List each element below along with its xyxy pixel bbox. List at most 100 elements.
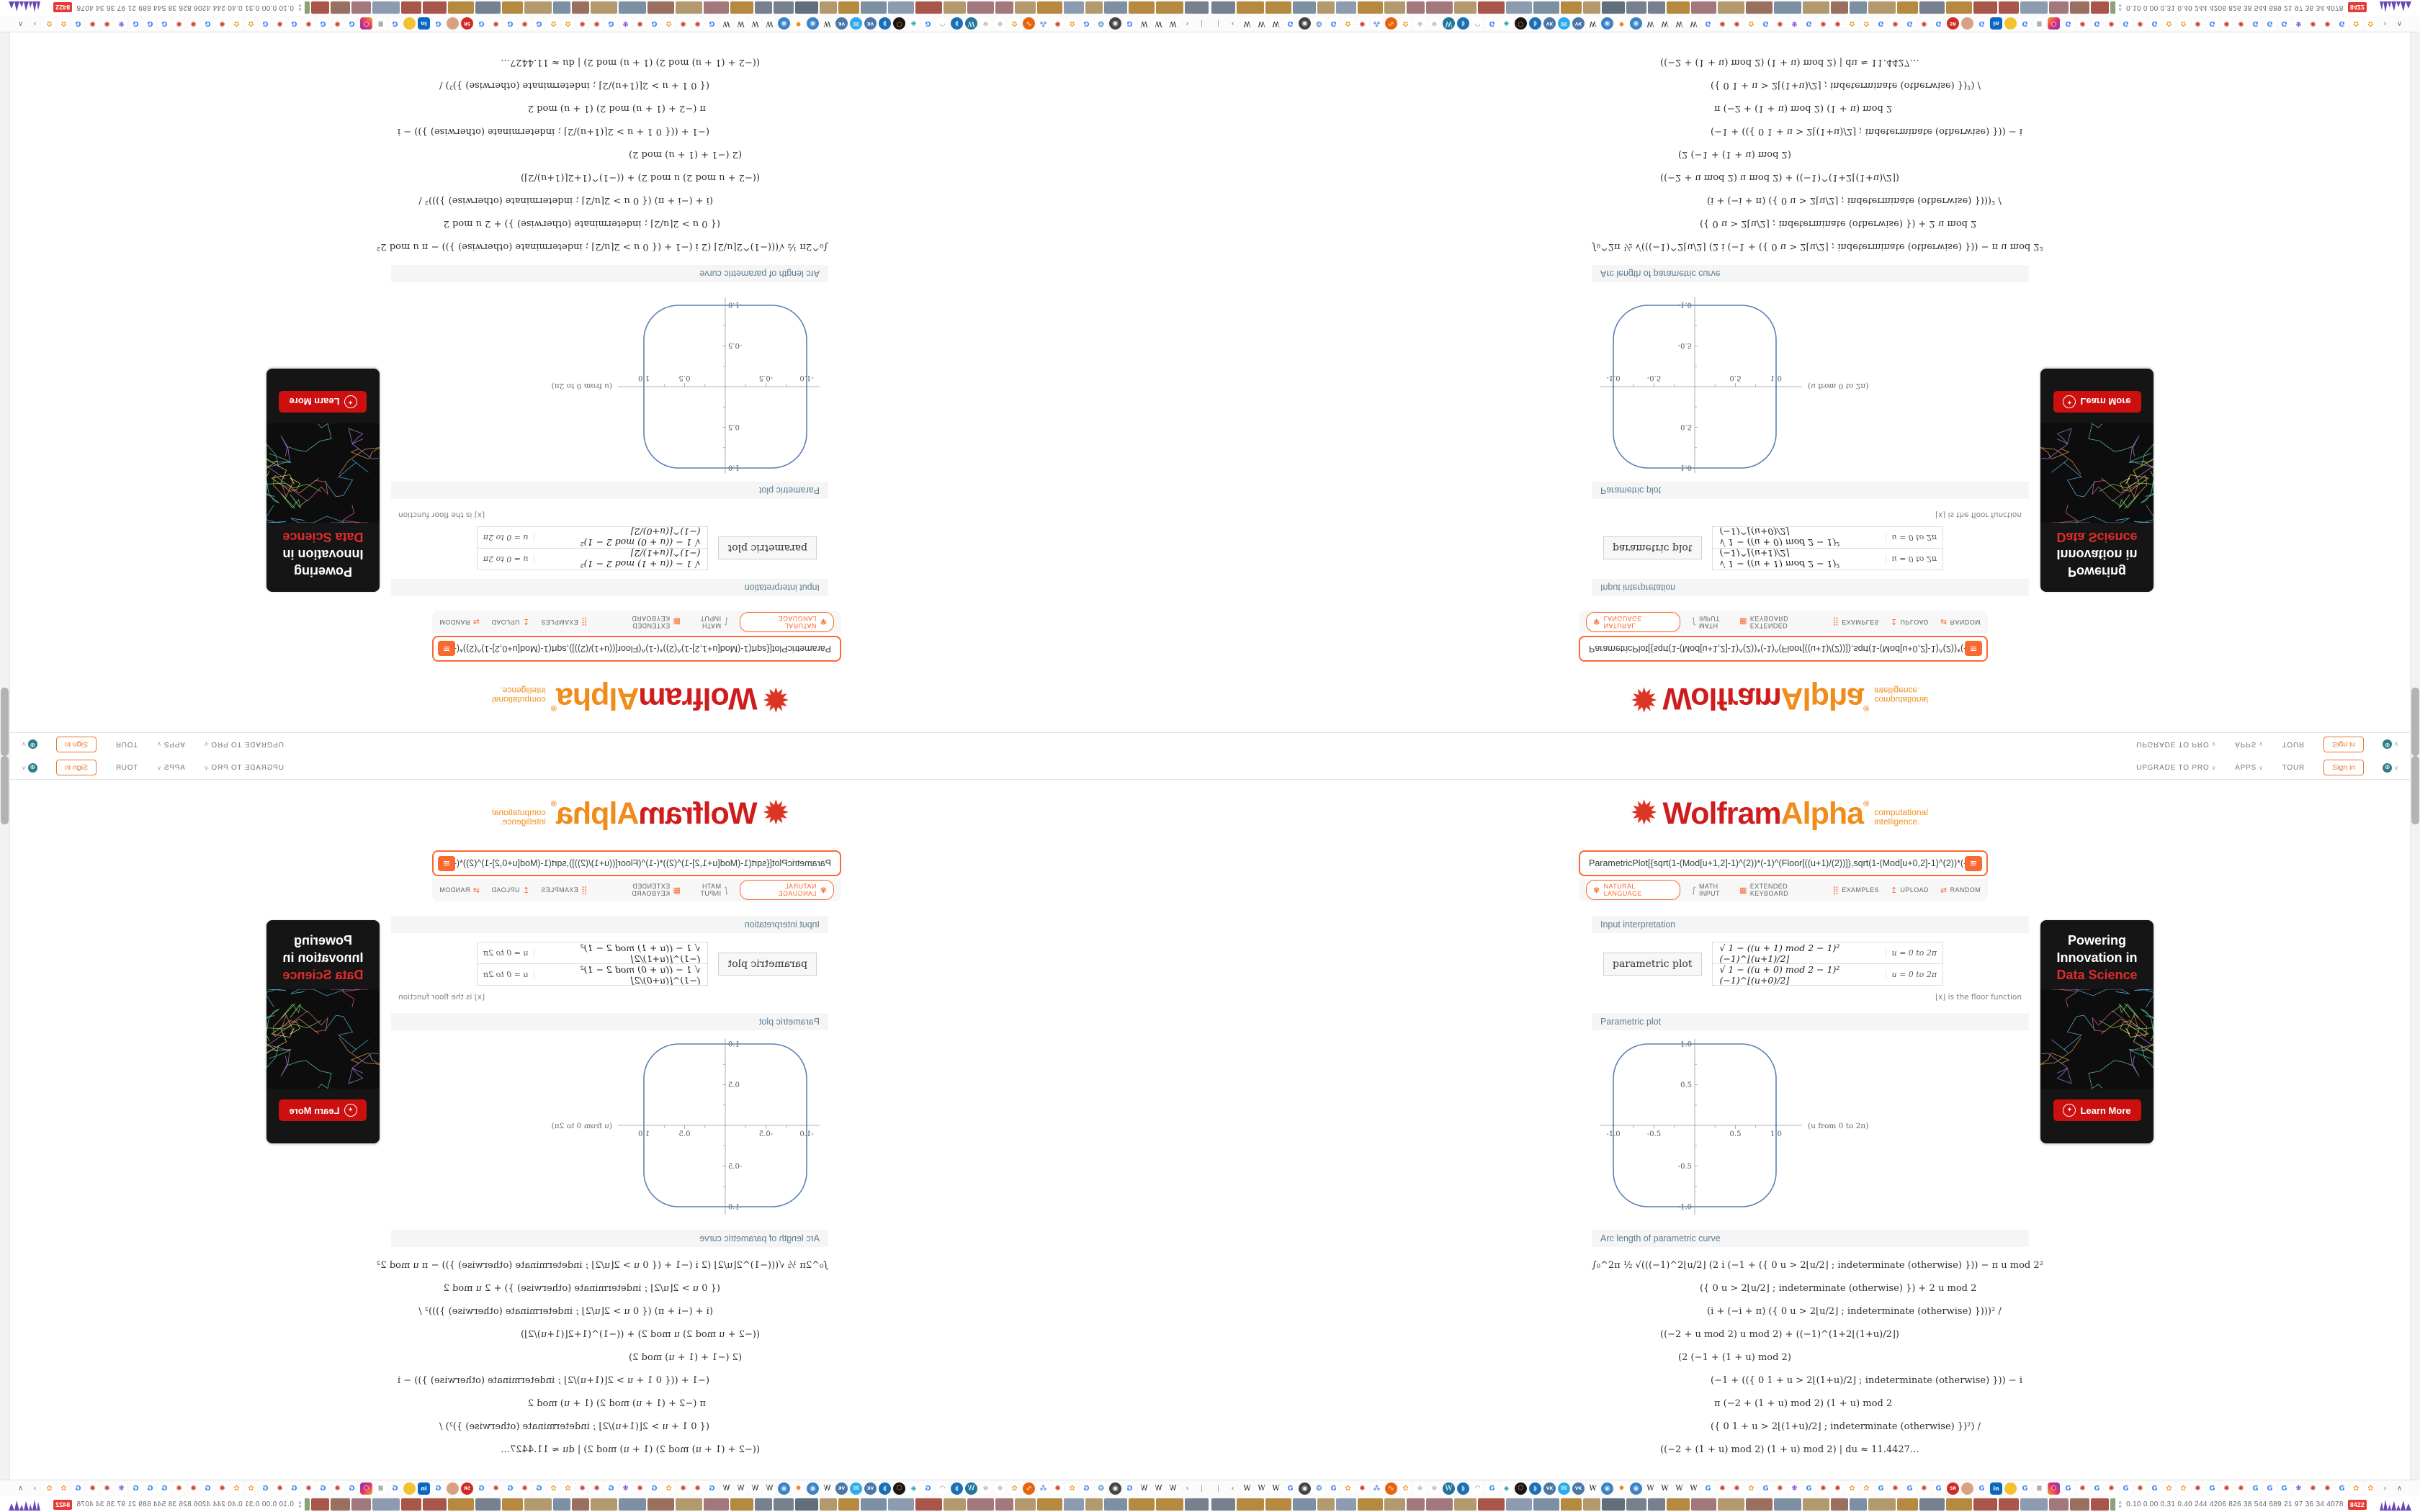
language-selector[interactable]: ⊕ ∨ [22, 762, 37, 773]
bookmark-segment[interactable] [311, 1, 329, 14]
flower-icon[interactable]: ✿ [1342, 17, 1354, 30]
chat-icon[interactable]: ✉ [1558, 1482, 1570, 1495]
g-icon[interactable]: G [202, 17, 214, 30]
wa-icon[interactable]: ✺ [519, 1482, 531, 1495]
linkedin-icon[interactable]: in [418, 17, 430, 30]
cube-icon[interactable]: ◈ [1500, 17, 1512, 30]
sphere-icon[interactable]: ◉ [807, 1482, 819, 1495]
g-icon[interactable]: G [2278, 17, 2290, 30]
g-icon[interactable]: G [2120, 1482, 2132, 1495]
g-icon[interactable]: G [130, 1482, 142, 1495]
wa-icon[interactable]: ✺ [2134, 17, 2146, 30]
bookmark-segment[interactable] [820, 1498, 837, 1511]
flower-icon[interactable]: ✿ [1745, 17, 1757, 30]
drop-icon[interactable]: ◗ [1529, 17, 1541, 30]
bookmark-segment[interactable] [1426, 1498, 1453, 1511]
learn-more-button[interactable]: ✦ Learn More [279, 391, 367, 413]
g-icon[interactable]: G [922, 17, 934, 30]
g-icon[interactable]: G [1327, 1482, 1340, 1495]
g-icon[interactable]: G [346, 1482, 358, 1495]
bookmark-segment[interactable] [1648, 1, 1665, 14]
random-button[interactable]: ⇄ RANDOM [439, 886, 480, 895]
bookmark-segment[interactable] [1265, 1498, 1291, 1511]
query-input[interactable]: ParametricPlot[{sqrt(1-(Mod[u+1,2]-1)^(2… [432, 850, 841, 876]
wa-icon[interactable]: ✺ [2235, 1482, 2247, 1495]
bookmark-segment[interactable] [647, 1, 674, 14]
bookmark-segment[interactable] [475, 1498, 501, 1511]
bookmark-segment[interactable] [1919, 1, 1945, 14]
bookmark-segment[interactable] [372, 1, 400, 14]
pinwheel-icon[interactable]: ❋ [1788, 1482, 1801, 1495]
W-icon[interactable]: W [1688, 17, 1700, 30]
wa-icon[interactable]: ✺ [274, 1482, 286, 1495]
bookmark-segment[interactable] [1407, 1498, 1425, 1511]
vk-icon[interactable]: VK [1572, 1482, 1585, 1495]
bookmark-segment[interactable] [1648, 1498, 1665, 1511]
bookmark-segment[interactable] [1384, 1498, 1405, 1511]
bookmark-segment[interactable] [995, 1498, 1013, 1511]
people-icon[interactable]: ⁂ [1371, 17, 1383, 30]
g-icon[interactable]: G [2091, 1482, 2103, 1495]
sr-icon[interactable]: SR [461, 1482, 473, 1495]
query-input-value[interactable]: ParametricPlot[{sqrt(1-(Mod[u+1,2]-1)^(2… [1589, 644, 1965, 654]
W-icon[interactable]: W [1255, 1482, 1268, 1495]
bookmark-segment[interactable] [1718, 1498, 1744, 1511]
wolfram-alpha-logo[interactable]: ✹ WolframAlpha® computational intelligen… [1630, 677, 1928, 720]
bookmark-segment[interactable] [1156, 1498, 1183, 1511]
bookmark-segment[interactable] [1897, 1498, 1918, 1511]
chevron-left-icon[interactable]: ‹ [1231, 19, 1234, 28]
W-icon[interactable]: W [1587, 1482, 1599, 1495]
yellow-icon[interactable] [2004, 1482, 2017, 1495]
bookmark-segment[interactable] [1037, 1498, 1062, 1511]
wa-icon[interactable]: ✺ [101, 17, 113, 30]
pinwheel-icon[interactable]: ❋ [619, 17, 632, 30]
W-icon[interactable]: W [1644, 1482, 1657, 1495]
g-icon[interactable]: G [72, 17, 84, 30]
extended-keyboard-button[interactable]: ▦ EXTENDED KEYBOARD [1739, 883, 1821, 897]
bookmark-segment[interactable] [915, 1, 942, 14]
people-icon[interactable]: ⁂ [1037, 17, 1049, 30]
g-icon[interactable]: G [2148, 17, 2161, 30]
bookmark-segment[interactable] [1104, 1, 1127, 14]
bookmark-segment[interactable] [1803, 1498, 1829, 1511]
bookmark-segment[interactable] [1919, 1498, 1945, 1511]
g-icon[interactable]: G [288, 1482, 300, 1495]
bookmark-segment[interactable] [591, 1, 617, 14]
flower-icon[interactable]: ✿ [1342, 1482, 1354, 1495]
W-icon[interactable]: W [735, 17, 747, 30]
bookmark-segment[interactable] [1015, 1498, 1036, 1511]
bookmark-segment[interactable] [305, 1, 310, 14]
sr-icon[interactable]: SR [1947, 1482, 1959, 1495]
wa-icon[interactable]: ✺ [2076, 17, 2089, 30]
sphere-icon[interactable]: ◉ [778, 17, 790, 30]
flower-gray-icon[interactable]: ❀ [994, 17, 1006, 30]
g-icon[interactable]: G [605, 1482, 617, 1495]
g-icon[interactable]: G [1702, 1482, 1714, 1495]
bookmark-segment[interactable] [448, 1, 474, 14]
vk-icon[interactable]: VK [864, 1482, 877, 1495]
flower-gray-icon[interactable]: ❀ [1414, 17, 1426, 30]
bookmark-segment[interactable] [730, 1498, 753, 1511]
bookmark-segment[interactable] [502, 1, 523, 14]
bookmark-segment[interactable] [475, 1, 501, 14]
bookmark-segment[interactable] [1037, 1, 1062, 14]
g-icon[interactable]: G [158, 17, 171, 30]
g-icon[interactable]: G [1124, 17, 1136, 30]
bookmark-segment[interactable] [1156, 1, 1183, 14]
flower-icon[interactable]: ✿ [2163, 1482, 2175, 1495]
wa-icon[interactable]: ✺ [1774, 1482, 1786, 1495]
bookmark-segment[interactable] [524, 1, 552, 14]
flower-gray-icon[interactable]: ❀ [1428, 17, 1440, 30]
wa-icon[interactable]: ✺ [634, 1482, 646, 1495]
wa-icon[interactable]: ✺ [1356, 17, 1368, 30]
bookmark-segment[interactable] [448, 1498, 474, 1511]
audio-icon[interactable]: ∿ [1023, 1482, 1035, 1495]
g-icon[interactable]: G [259, 1482, 272, 1495]
instagram-icon[interactable]: ○ [2048, 1482, 2060, 1495]
sign-in-button[interactable]: Sign in [55, 737, 97, 752]
bookmark-segment[interactable] [1583, 1498, 1600, 1511]
flower-icon[interactable]: ✿ [1008, 1482, 1021, 1495]
bookmark-segment[interactable] [1946, 1498, 1972, 1511]
bookmark-segment[interactable] [1237, 1, 1264, 14]
flower-icon[interactable]: ✿ [245, 1482, 257, 1495]
